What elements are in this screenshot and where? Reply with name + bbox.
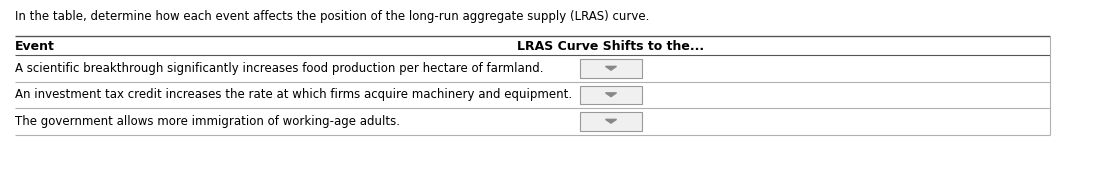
Bar bbox=[580, 86, 642, 104]
Bar bbox=[580, 59, 642, 77]
Text: Event: Event bbox=[15, 40, 55, 53]
Polygon shape bbox=[605, 66, 616, 70]
Text: In the table, determine how each event affects the position of the long-run aggr: In the table, determine how each event a… bbox=[15, 10, 649, 23]
Text: An investment tax credit increases the rate at which firms acquire machinery and: An investment tax credit increases the r… bbox=[15, 88, 572, 101]
Text: LRAS Curve Shifts to the...: LRAS Curve Shifts to the... bbox=[517, 40, 705, 53]
Polygon shape bbox=[605, 93, 616, 97]
Polygon shape bbox=[605, 119, 616, 123]
Text: The government allows more immigration of working-age adults.: The government allows more immigration o… bbox=[15, 115, 400, 128]
Bar bbox=[580, 112, 642, 130]
Text: A scientific breakthrough significantly increases food production per hectare of: A scientific breakthrough significantly … bbox=[15, 62, 544, 75]
